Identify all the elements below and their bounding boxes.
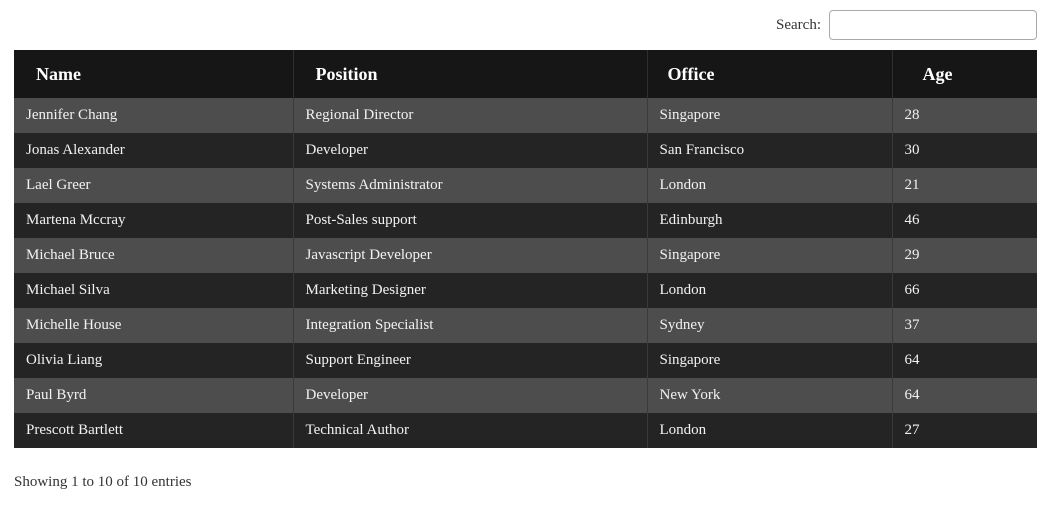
table-row[interactable]: Michael Silva Marketing Designer London 66 (14, 273, 1037, 308)
cell-office: Edinburgh (647, 203, 893, 238)
cell-office: London (647, 273, 893, 308)
cell-name: Paul Byrd (14, 378, 294, 413)
cell-office: San Francisco (647, 133, 893, 168)
cell-name: Michelle House (14, 308, 294, 343)
cell-age: 30 (892, 133, 1037, 168)
table-row[interactable]: Michelle House Integration Specialist Sydn… (14, 308, 1037, 343)
cell-office: Sydney (647, 308, 893, 343)
cell-office: Singapore (647, 343, 893, 378)
entries-info: Showing 1 to 10 of 10 entries (14, 474, 192, 490)
cell-office: New York (647, 378, 893, 413)
search-row: Search: (0, 0, 1037, 50)
column-header-name[interactable]: Name (14, 50, 294, 98)
table-header: Name Position Office Age (14, 50, 1037, 98)
cell-name: Michael Silva (14, 273, 294, 308)
table-row[interactable]: Jonas Alexander Developer San Francisco 30 (14, 133, 1037, 168)
cell-name: Lael Greer (14, 168, 294, 203)
cell-position: Integration Specialist (293, 308, 648, 343)
cell-position: Support Engineer (293, 343, 648, 378)
cell-name: Michael Bruce (14, 238, 294, 273)
cell-name: Martena Mccray (14, 203, 294, 238)
cell-age: 46 (892, 203, 1037, 238)
cell-age: 29 (892, 238, 1037, 273)
cell-name: Olivia Liang (14, 343, 294, 378)
table-row[interactable]: Paul Byrd Developer New York 64 (14, 378, 1037, 413)
table-container: Name Position Office Age Jennifer Chang R… (14, 50, 1037, 448)
cell-office: London (647, 168, 893, 203)
table-row[interactable]: Martena Mccray Post-Sales support Edinburg… (14, 203, 1037, 238)
cell-position: Developer (293, 378, 648, 413)
column-header-age[interactable]: Age (892, 50, 1037, 98)
cell-position: Regional Director (293, 98, 648, 133)
cell-position: Post-Sales support (293, 203, 648, 238)
employees-table: Name Position Office Age Jennifer Chang R… (14, 50, 1037, 448)
table-body: Jennifer Chang Regional Director Singapore… (14, 98, 1037, 448)
table-row[interactable]: Michael Bruce Javascript Developer Singapo… (14, 238, 1037, 273)
column-header-position[interactable]: Position (293, 50, 648, 98)
cell-age: 64 (892, 378, 1037, 413)
table-row[interactable]: Olivia Liang Support Engineer Singapore 64 (14, 343, 1037, 378)
cell-name: Prescott Bartlett (14, 413, 294, 448)
table-row[interactable]: Prescott Bartlett Technical Author London 2… (14, 413, 1037, 448)
cell-office: London (647, 413, 893, 448)
cell-position: Developer (293, 133, 648, 168)
table-header-row: Name Position Office Age (14, 50, 1037, 98)
cell-position: Systems Administrator (293, 168, 648, 203)
cell-position: Marketing Designer (293, 273, 648, 308)
cell-age: 21 (892, 168, 1037, 203)
cell-name: Jonas Alexander (14, 133, 294, 168)
search-label: Search: (776, 16, 821, 33)
column-header-office[interactable]: Office (647, 50, 893, 98)
cell-age: 27 (892, 413, 1037, 448)
cell-office: Singapore (647, 98, 893, 133)
table-row[interactable]: Jennifer Chang Regional Director Singapore… (14, 98, 1037, 133)
table-row[interactable]: Lael Greer Systems Administrator London 21 (14, 168, 1037, 203)
cell-age: 64 (892, 343, 1037, 378)
cell-position: Technical Author (293, 413, 648, 448)
cell-position: Javascript Developer (293, 238, 648, 273)
search-input[interactable] (829, 10, 1037, 40)
cell-name: Jennifer Chang (14, 98, 294, 133)
cell-age: 37 (892, 308, 1037, 343)
cell-age: 66 (892, 273, 1037, 308)
cell-age: 28 (892, 98, 1037, 133)
cell-office: Singapore (647, 238, 893, 273)
